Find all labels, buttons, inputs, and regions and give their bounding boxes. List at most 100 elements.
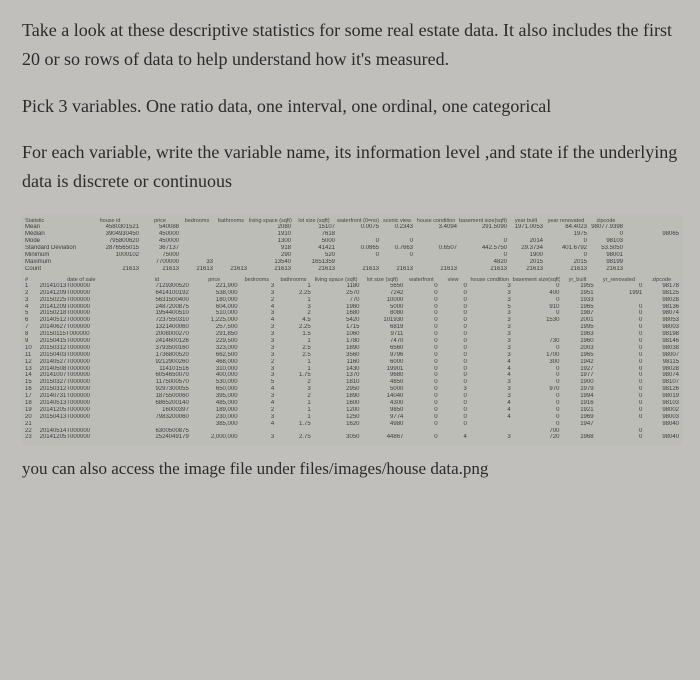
data-cell: 5 bbox=[239, 379, 276, 386]
desc-cell: Count bbox=[24, 266, 80, 273]
data-cell: 3 bbox=[239, 414, 276, 421]
desc-cell: 0 bbox=[336, 252, 380, 259]
data-cell: 0 bbox=[439, 352, 468, 359]
data-cell bbox=[124, 421, 190, 428]
data-row: 820150115T0000002008000270291,85031.5106… bbox=[24, 331, 680, 338]
data-cell: 3 bbox=[468, 310, 512, 317]
desc-cell: 21613 bbox=[544, 266, 588, 273]
desc-cell: 21613 bbox=[380, 266, 414, 273]
data-header-cell: waterfront bbox=[404, 277, 438, 283]
data-cell: 9680 bbox=[361, 372, 405, 379]
data-cell: 310,000 bbox=[190, 366, 239, 373]
data-cell: 16 bbox=[24, 386, 39, 393]
data-cell: 1995 bbox=[560, 324, 594, 331]
desc-cell: 1000102 bbox=[80, 252, 140, 259]
data-cell: 1810 bbox=[312, 379, 361, 386]
data-row: 1320140508T000000114101516310,0003114301… bbox=[24, 366, 680, 373]
data-cell: 0 bbox=[595, 428, 644, 435]
data-cell: 7242 bbox=[361, 290, 405, 297]
desc-row: Count21613216132161321613216132161321613… bbox=[24, 266, 680, 273]
data-cell: 3 bbox=[439, 386, 468, 393]
desc-cell: 29.3734 bbox=[508, 245, 544, 252]
data-cell: 20150415T000000 bbox=[39, 338, 124, 345]
data-cell: 2 bbox=[275, 310, 312, 317]
desc-cell: 0 bbox=[458, 252, 508, 259]
desc-cell: 1910 bbox=[248, 231, 292, 238]
desc-cell bbox=[180, 252, 214, 259]
desc-cell: Minimum bbox=[24, 252, 80, 259]
data-cell: 20140512T000000 bbox=[39, 317, 124, 324]
data-cell: 5631500400 bbox=[124, 297, 190, 304]
desc-cell: 0.2343 bbox=[380, 224, 414, 231]
desc-cell: 21613 bbox=[214, 266, 248, 273]
desc-cell: 1900 bbox=[508, 252, 544, 259]
data-cell: 1530 bbox=[512, 317, 561, 324]
data-row: 1120150403T0000001736800520662,50032.535… bbox=[24, 352, 680, 359]
data-cell: 98002 bbox=[643, 407, 680, 414]
data-cell: 0 bbox=[595, 324, 644, 331]
desc-cell bbox=[414, 231, 458, 238]
desc-cell: 41421 bbox=[292, 245, 336, 252]
data-cell: 0 bbox=[595, 345, 644, 352]
data-cell: 8 bbox=[24, 331, 39, 338]
data-cell: 10 bbox=[24, 345, 39, 352]
data-cell: 2.5 bbox=[275, 352, 312, 359]
data-cell: 98003 bbox=[643, 324, 680, 331]
data-row: 620140512T00000072375503101,225,00044.55… bbox=[24, 317, 680, 324]
data-cell: 1890 bbox=[312, 393, 361, 400]
data-cell: 3 bbox=[239, 310, 276, 317]
desc-cell: 75000 bbox=[140, 252, 180, 259]
data-cell: 2524049179 bbox=[124, 434, 190, 441]
data-cell: 98178 bbox=[643, 283, 680, 290]
data-cell: 0 bbox=[595, 317, 644, 324]
data-cell: 0 bbox=[439, 393, 468, 400]
data-cell: 20150225T000000 bbox=[39, 297, 124, 304]
data-row: 520150218T0000001954400510510,0003216808… bbox=[24, 310, 680, 317]
data-cell: 98019 bbox=[643, 393, 680, 400]
data-cell: 700 bbox=[512, 428, 561, 435]
data-cell: 2 bbox=[275, 379, 312, 386]
desc-cell: 21613 bbox=[458, 266, 508, 273]
data-cell: 9212900260 bbox=[124, 359, 190, 366]
data-cell: 98136 bbox=[643, 304, 680, 311]
data-cell: 0 bbox=[439, 331, 468, 338]
data-cell: 20141205T000000 bbox=[39, 407, 124, 414]
desc-row: Mean45803015215400882080151070.00750.234… bbox=[24, 224, 680, 231]
data-cell: 1942 bbox=[560, 359, 594, 366]
data-cell: 1927 bbox=[560, 366, 594, 373]
paragraph-1: Take a look at these descriptive statist… bbox=[22, 16, 678, 74]
desc-cell: 0 bbox=[380, 252, 414, 259]
data-cell: 3 bbox=[468, 290, 512, 297]
desc-cell: 1300 bbox=[248, 238, 292, 245]
desc-cell bbox=[414, 238, 458, 245]
data-cell: 4 bbox=[239, 317, 276, 324]
data-cell: 20150327T000000 bbox=[39, 379, 124, 386]
data-cell: 7983200060 bbox=[124, 414, 190, 421]
data-cell: 17 bbox=[24, 393, 39, 400]
desc-cell: 21613 bbox=[414, 266, 458, 273]
data-cell: 0 bbox=[512, 310, 561, 317]
data-cell: 0 bbox=[512, 297, 561, 304]
data-row: 1720140731T0000001875500060395,000321890… bbox=[24, 393, 680, 400]
data-cell: 2 bbox=[275, 393, 312, 400]
data-cell: 4300 bbox=[361, 400, 405, 407]
desc-cell: 450000 bbox=[140, 238, 180, 245]
data-cell: 1715 bbox=[312, 324, 361, 331]
data-cell: 3 bbox=[239, 393, 276, 400]
desc-cell: 0.6507 bbox=[414, 245, 458, 252]
data-cell: 3 bbox=[24, 297, 39, 304]
data-cell: 1370 bbox=[312, 372, 361, 379]
desc-cell: 918 bbox=[248, 245, 292, 252]
data-row: 1420141007T0000006054650070400,00031.751… bbox=[24, 372, 680, 379]
data-cell: 21 bbox=[24, 421, 39, 428]
data-header-cell: bathrooms bbox=[275, 277, 312, 283]
data-cell: 1060 bbox=[312, 331, 361, 338]
data-cell: 9 bbox=[24, 338, 39, 345]
desc-cell bbox=[180, 238, 214, 245]
desc-cell: 3.4094 bbox=[414, 224, 458, 231]
data-cell: 20150312T000000 bbox=[39, 386, 124, 393]
desc-row: Median3904930450450000191076181975098065 bbox=[24, 231, 680, 238]
data-cell: 400,000 bbox=[190, 372, 239, 379]
data-cell bbox=[468, 428, 512, 435]
data-cell: 662,500 bbox=[190, 352, 239, 359]
